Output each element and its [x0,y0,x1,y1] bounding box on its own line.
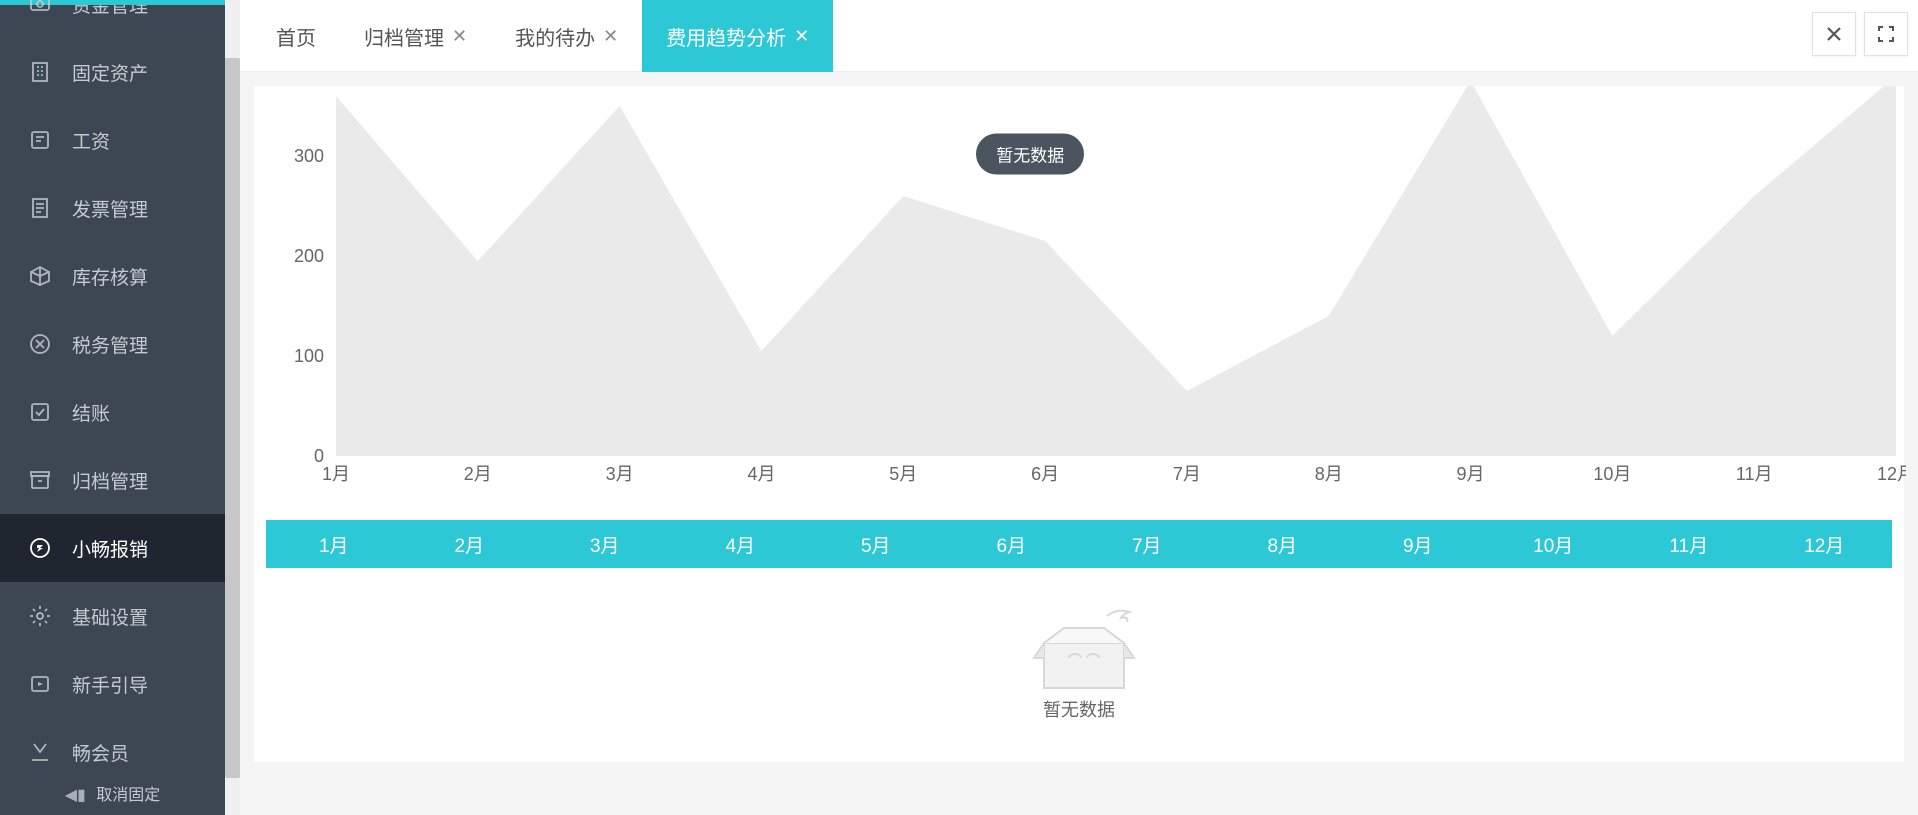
sidebar-item-archive[interactable]: 归档管理 [0,446,225,514]
sidebar-footer[interactable]: ◀▮ 取消固定 [0,771,225,815]
sidebar-item-label: 工资 [72,127,110,154]
y-tick-label: 200 [294,246,324,266]
x-tick-label: 10月 [1593,464,1631,484]
no-data-badge: 暂无数据 [976,134,1084,175]
month-tab-2月[interactable]: 2月 [402,520,538,568]
sidebar-item-label: 基础设置 [72,603,148,630]
sidebar-item-label: 结账 [72,399,110,426]
archive-icon [28,468,52,492]
x-tick-label: 3月 [606,464,634,484]
sidebar-item-label: 畅会员 [72,739,129,766]
sidebar-item-label: 新手引导 [72,671,148,698]
tab-label: 费用趋势分析 [666,22,786,51]
empty-text: 暂无数据 [1043,696,1115,722]
sidebar-item-cash[interactable]: 资金管理 [0,0,225,38]
closing-icon [28,400,52,424]
sidebar-item-label: 归档管理 [72,467,148,494]
x-tick-label: 12月 [1877,464,1906,484]
payroll-icon [28,128,52,152]
sidebar-item-inventory[interactable]: 库存核算 [0,242,225,310]
tab-close-icon[interactable]: ✕ [603,26,618,47]
x-tick-label: 2月 [464,464,492,484]
x-tick-label: 11月 [1736,464,1773,484]
tab-label: 归档管理 [364,22,444,51]
month-tab-11月[interactable]: 11月 [1621,520,1757,568]
empty-state: 暂无数据 [266,568,1892,742]
x-tick-label: 5月 [889,464,917,484]
sidebar: 资金管理固定资产工资发票管理库存核算税务管理结账归档管理小畅报销基础设置新手引导… [0,0,225,815]
tax-icon [28,332,52,356]
inventory-icon [28,264,52,288]
sidebar-item-label: 发票管理 [72,195,148,222]
tab-我的待办[interactable]: 我的待办 ✕ [491,0,642,72]
sidebar-item-label: 库存核算 [72,263,148,290]
close-all-tabs-button[interactable] [1812,12,1856,56]
sidebar-item-invoice[interactable]: 发票管理 [0,174,225,242]
tab-label: 首页 [276,22,316,51]
sidebar-item-building[interactable]: 固定资产 [0,38,225,106]
x-tick-label: 4月 [747,464,775,484]
x-tick-label: 7月 [1173,464,1201,484]
sidebar-item-label: 小畅报销 [72,535,148,562]
building-icon [28,60,52,84]
month-tab-9月[interactable]: 9月 [1350,520,1486,568]
tab-label: 我的待办 [515,22,595,51]
y-tick-label: 100 [294,346,324,366]
sidebar-item-guide[interactable]: 新手引导 [0,650,225,718]
vertical-scrollbar-thumb[interactable] [225,58,240,778]
x-tick-label: 1月 [322,464,350,484]
month-tab-3月[interactable]: 3月 [537,520,673,568]
month-tab-5月[interactable]: 5月 [808,520,944,568]
tab-费用趋势分析[interactable]: 费用趋势分析 ✕ [642,0,833,72]
close-icon [1824,24,1844,44]
trend-chart: 暂无数据 01002003001月2月3月4月5月6月7月8月9月10月11月1… [266,86,1892,486]
content: 暂无数据 01002003001月2月3月4月5月6月7月8月9月10月11月1… [240,72,1918,762]
month-tab-10月[interactable]: 10月 [1486,520,1622,568]
y-tick-label: 300 [294,146,324,166]
month-tab-12月[interactable]: 12月 [1757,520,1893,568]
settings-icon [28,604,52,628]
month-tab-1月[interactable]: 1月 [266,520,402,568]
area-series [336,86,1896,456]
chart-card: 暂无数据 01002003001月2月3月4月5月6月7月8月9月10月11月1… [254,86,1904,762]
tab-归档管理[interactable]: 归档管理 ✕ [340,0,491,72]
fullscreen-button[interactable] [1864,12,1908,56]
sidebar-footer-label: 取消固定 [96,787,160,804]
y-tick-label: 0 [314,446,324,466]
sidebar-item-label: 税务管理 [72,331,148,358]
tabbar-actions [1812,12,1908,56]
vertical-scrollbar-track[interactable] [225,0,240,815]
fullscreen-icon [1876,24,1896,44]
sidebar-item-tax[interactable]: 税务管理 [0,310,225,378]
tab-首页[interactable]: 首页 [252,0,340,72]
month-tab-4月[interactable]: 4月 [673,520,809,568]
x-tick-label: 9月 [1457,464,1485,484]
sidebar-item-closing[interactable]: 结账 [0,378,225,446]
tab-close-icon[interactable]: ✕ [794,26,809,47]
pin-icon: ◀▮ [65,787,86,804]
cash-icon [28,0,52,16]
sidebar-item-settings[interactable]: 基础设置 [0,582,225,650]
tab-close-icon[interactable]: ✕ [452,26,467,47]
month-tabs: 1月2月3月4月5月6月7月8月9月10月11月12月 [266,520,1892,568]
reimburse-icon [28,536,52,560]
member-icon [28,740,52,764]
empty-box-icon [1029,608,1129,678]
guide-icon [28,672,52,696]
month-tab-7月[interactable]: 7月 [1079,520,1215,568]
sidebar-item-payroll[interactable]: 工资 [0,106,225,174]
sidebar-item-reimburse[interactable]: 小畅报销 [0,514,225,582]
main: 首页归档管理✕我的待办✕费用趋势分析✕ 暂无数据 01002003001月2月3… [240,0,1918,815]
x-tick-label: 8月 [1315,464,1343,484]
invoice-icon [28,196,52,220]
area-chart-svg: 0 100 200 300 1月 2月 3月 4月 5月 6月 7月 8月 9月 10月 11月 12月 [266,86,1906,486]
month-tab-8月[interactable]: 8月 [1215,520,1351,568]
month-tab-6月[interactable]: 6月 [944,520,1080,568]
x-tick-label: 6月 [1031,464,1059,484]
sidebar-item-label: 固定资产 [72,59,148,86]
no-data-label: 暂无数据 [996,147,1064,166]
tabbar: 首页 归档管理 ✕ 我的待办 ✕ 费用趋势分析 ✕ [240,0,1918,72]
